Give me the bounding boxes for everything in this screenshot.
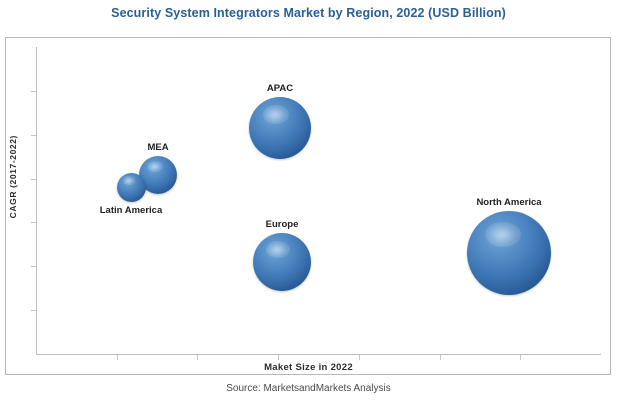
bubble-europe[interactable] bbox=[253, 233, 311, 291]
bubble-label-europe: Europe bbox=[265, 219, 299, 230]
x-axis-tick bbox=[359, 355, 360, 360]
bubble-latin-america[interactable] bbox=[116, 172, 146, 202]
x-axis-title: Maket Size in 2022 bbox=[264, 362, 353, 373]
x-axis-tick bbox=[117, 355, 118, 360]
y-axis-tick bbox=[31, 179, 36, 180]
x-axis-tick bbox=[278, 355, 279, 360]
bubble-label-apac: APAC bbox=[266, 83, 294, 94]
bubble-mea[interactable] bbox=[139, 156, 177, 194]
chart-title: Security System Integrators Market by Re… bbox=[111, 6, 506, 20]
x-axis-tick bbox=[520, 355, 521, 360]
x-axis-line bbox=[36, 354, 601, 355]
y-axis-tick bbox=[31, 135, 36, 136]
bubble-apac[interactable] bbox=[249, 97, 311, 159]
plot-frame bbox=[5, 37, 611, 375]
source-note: Source: MarketsandMarkets Analysis bbox=[226, 383, 391, 394]
y-axis-tick bbox=[31, 91, 36, 92]
y-axis-line bbox=[36, 47, 37, 355]
bubble-label-mea: MEA bbox=[147, 142, 169, 153]
y-axis-tick bbox=[31, 310, 36, 311]
x-axis-tick bbox=[440, 355, 441, 360]
bubble-label-latin-america: Latin America bbox=[99, 204, 163, 216]
y-axis-tick bbox=[31, 266, 36, 267]
bubble-north-america[interactable] bbox=[467, 211, 551, 295]
y-axis-tick bbox=[31, 222, 36, 223]
x-axis-tick bbox=[197, 355, 198, 360]
bubble-label-north-america: North America bbox=[476, 197, 542, 208]
y-axis-title: CAGR (2017-2022) bbox=[8, 135, 18, 219]
